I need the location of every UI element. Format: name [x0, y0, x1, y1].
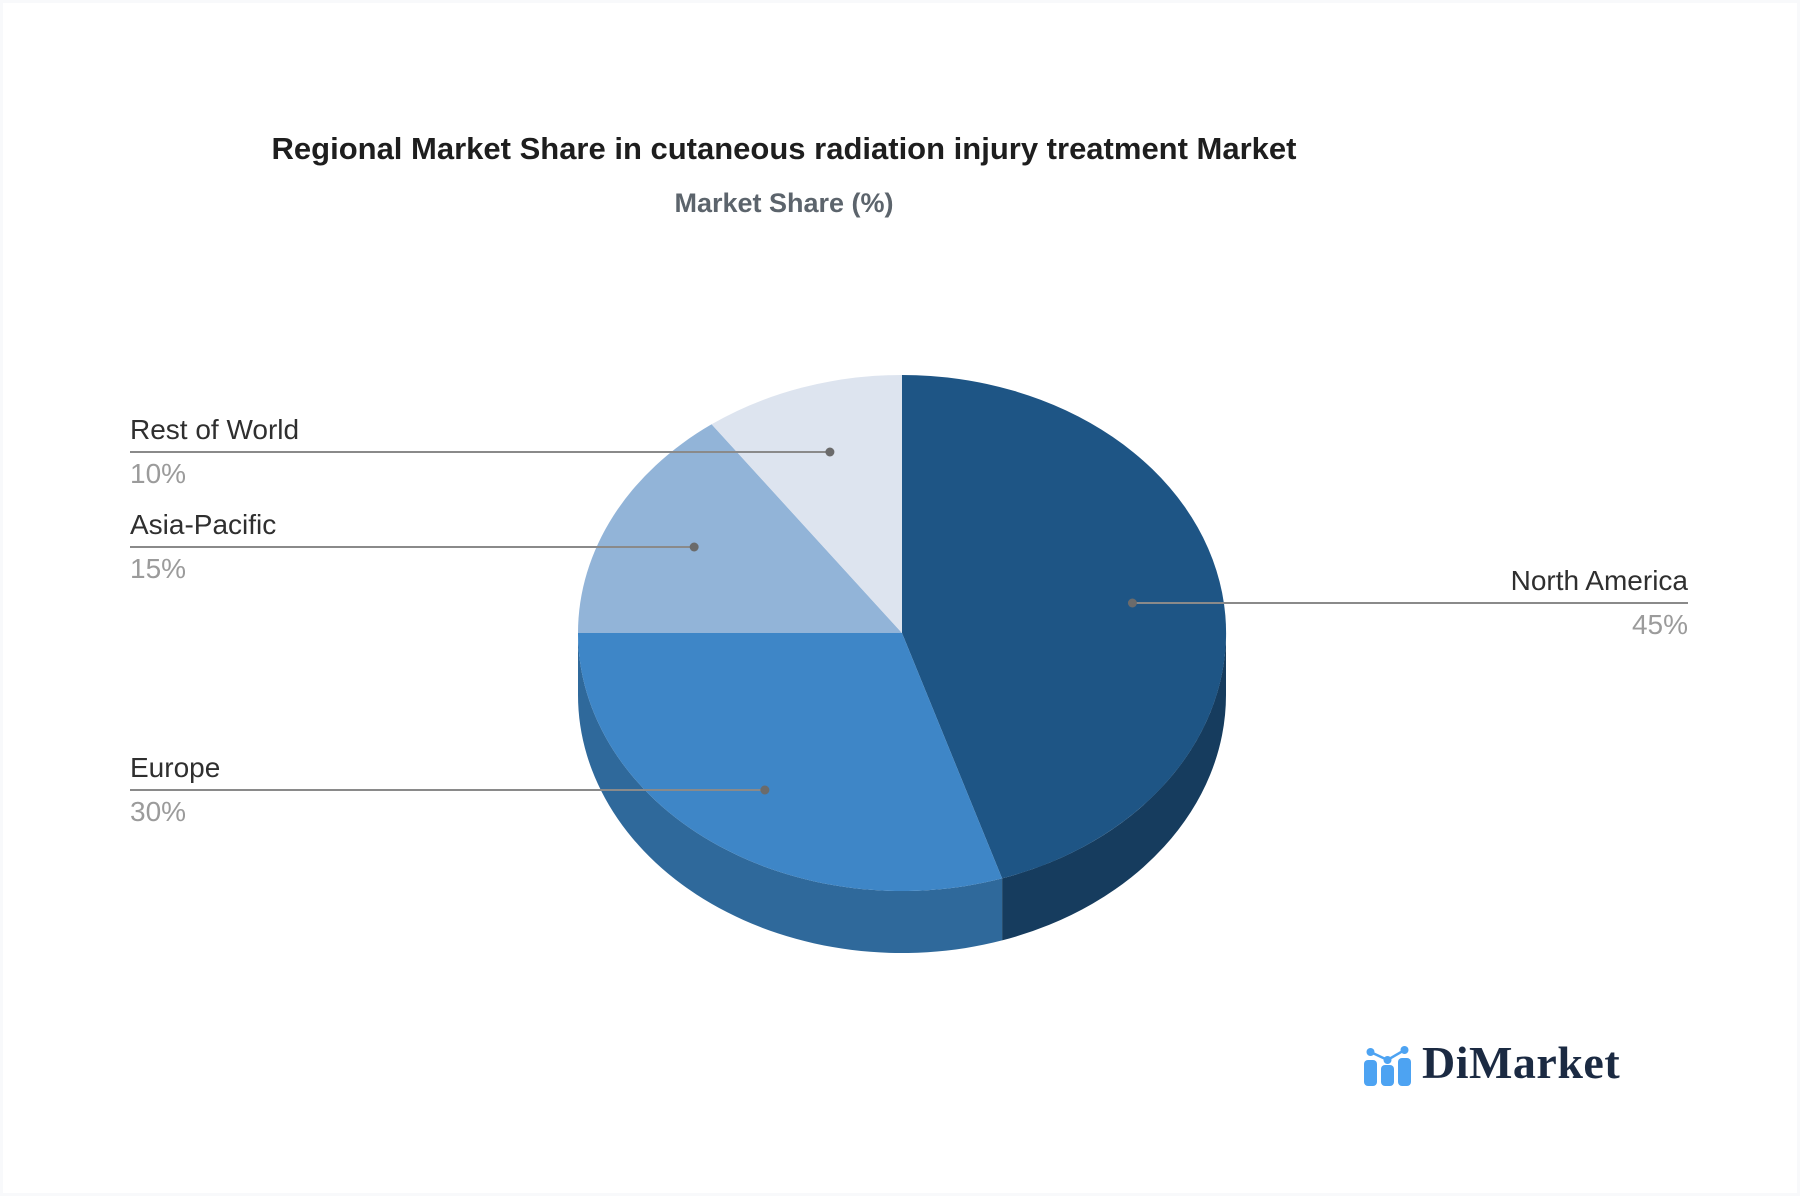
slice-pct-asia-pacific: 15%: [130, 553, 187, 584]
leader-dot-north-america: [1127, 598, 1137, 608]
leader-dot-asia-pacific: [689, 542, 699, 552]
slice-label-rest-of-world: Rest of World: [130, 414, 300, 445]
pie-slice-europe[interactable]: [578, 633, 1003, 892]
slice-label-asia-pacific: Asia-Pacific: [130, 509, 277, 540]
leader-dot-rest-of-world: [825, 447, 835, 457]
slice-label-europe: Europe: [130, 752, 221, 783]
chart-subtitle: Market Share (%): [674, 188, 894, 218]
slice-label-north-america: North America: [1510, 565, 1688, 596]
brand-logo-text: DiMarket: [1422, 1037, 1621, 1088]
pie-slice-side-north-america: [1002, 633, 1227, 941]
bar-line-chart-icon: [1364, 1046, 1411, 1086]
pie-slice-north-america[interactable]: [902, 375, 1227, 879]
pie-slice-rest-of-world[interactable]: [711, 375, 902, 633]
chart-title: Regional Market Share in cutaneous radia…: [271, 131, 1297, 166]
slice-pct-rest-of-world: 10%: [130, 458, 187, 489]
brand-logo[interactable]: DiMarket: [1360, 1037, 1621, 1100]
leader-dot-europe: [760, 785, 770, 795]
pie-slice-asia-pacific[interactable]: [578, 424, 902, 633]
slice-pct-europe: 30%: [130, 796, 187, 827]
pie-slice-side-europe: [578, 633, 1003, 954]
slice-pct-north-america: 45%: [1631, 609, 1688, 640]
